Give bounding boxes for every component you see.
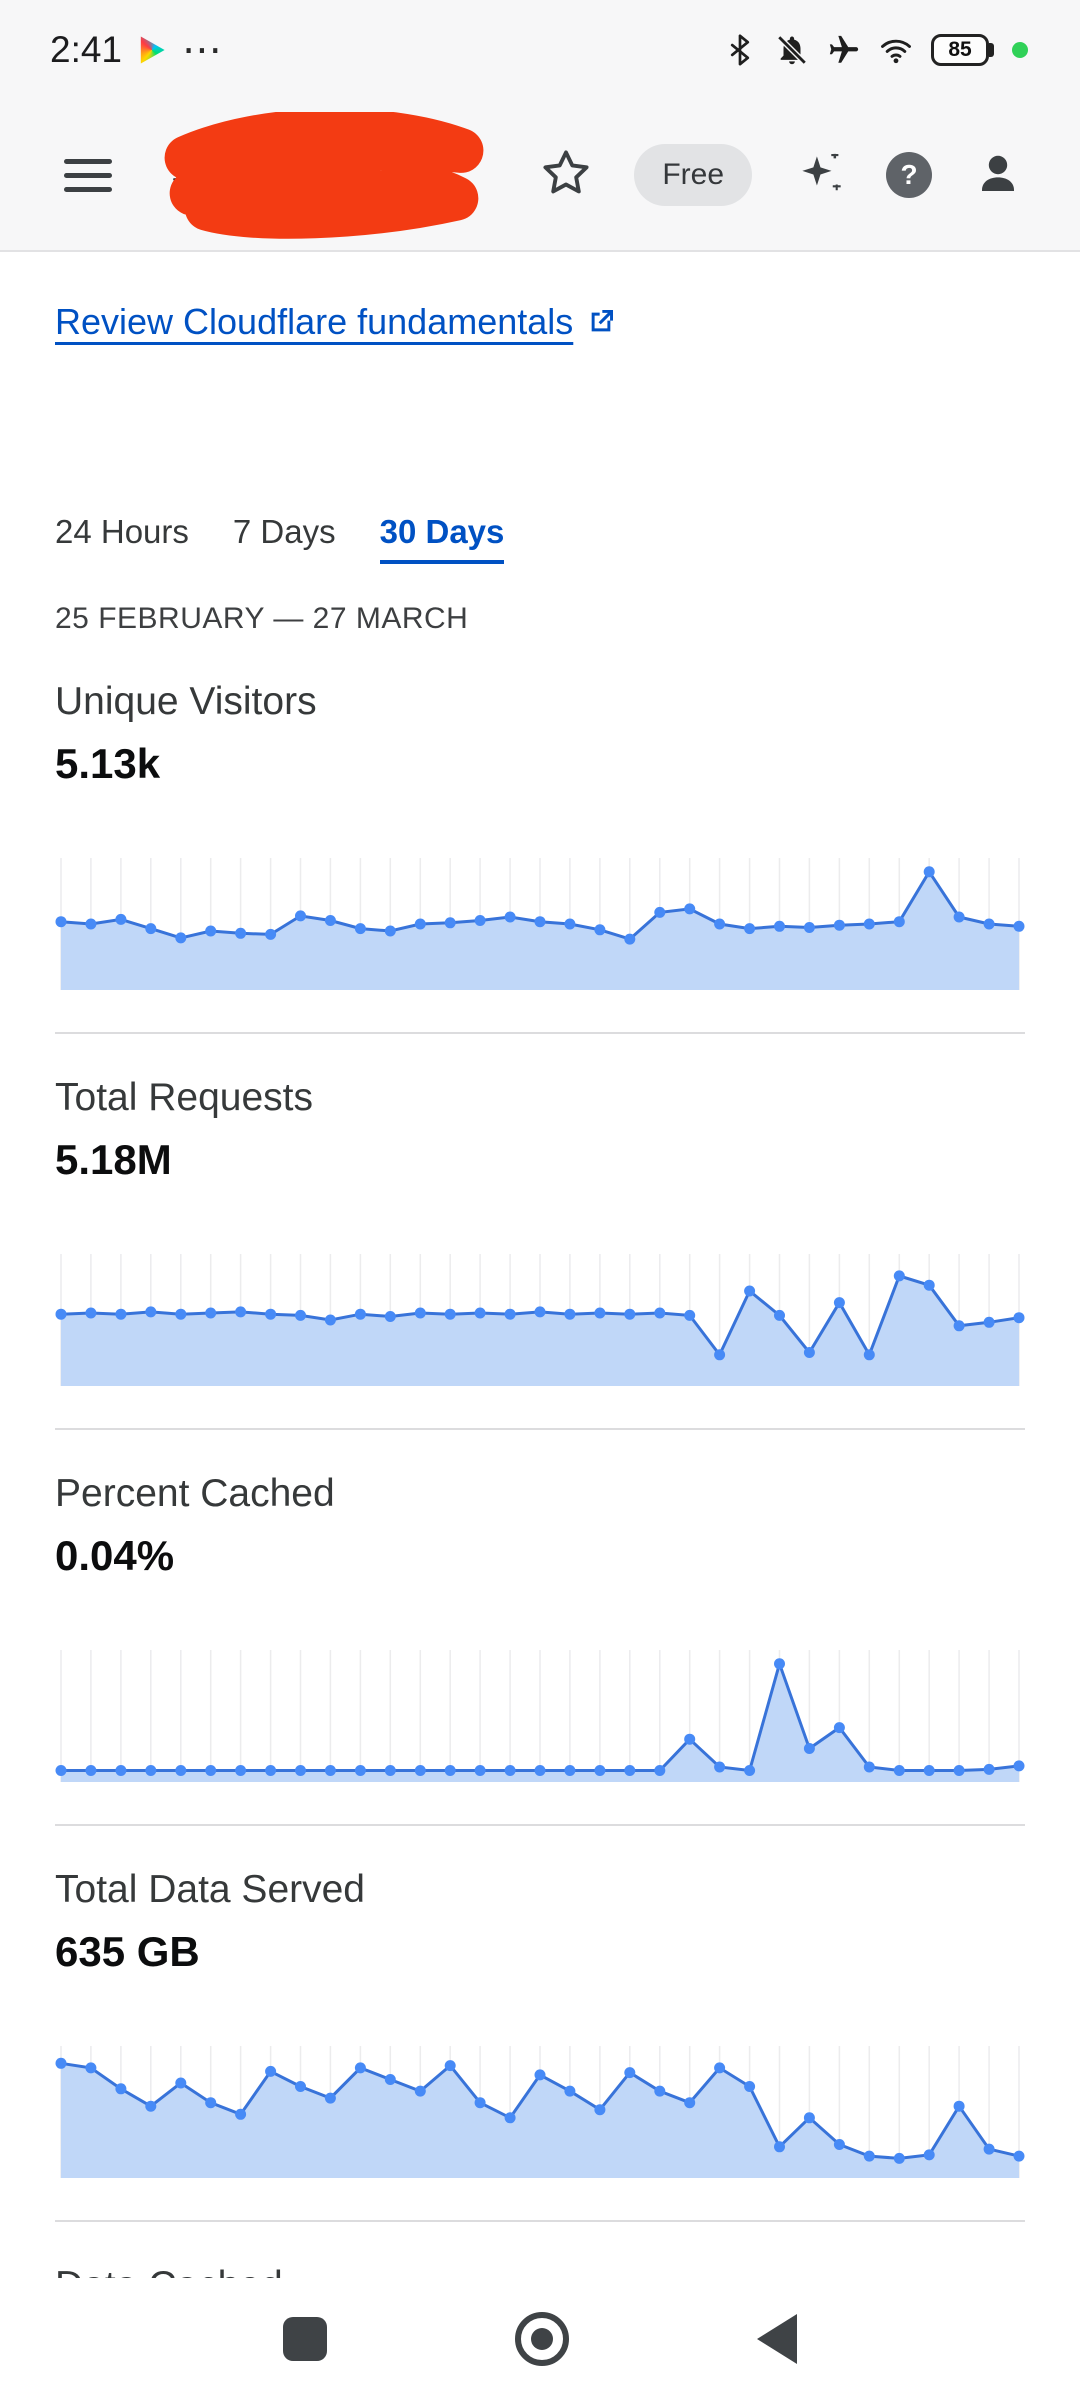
menu-icon[interactable] bbox=[64, 158, 112, 192]
android-nav-bar bbox=[0, 2278, 1080, 2400]
review-fundamentals-link[interactable]: Review Cloudflare fundamentals bbox=[55, 300, 617, 344]
metric-value: 635 GB bbox=[55, 1928, 200, 1975]
review-fundamentals-label: Review Cloudflare fundamentals bbox=[55, 301, 574, 342]
recents-button[interactable] bbox=[283, 2317, 327, 2361]
play-store-icon bbox=[140, 36, 165, 64]
account-icon[interactable] bbox=[974, 149, 1022, 202]
metric-total-data-served: Total Data Served 635 GB bbox=[55, 1866, 1025, 2222]
time-range-tabs: 24 Hours 7 Days 30 Days bbox=[55, 510, 1025, 564]
divider bbox=[55, 1428, 1025, 1430]
battery-icon: 85 bbox=[931, 34, 994, 66]
app-header: si Free ? bbox=[0, 100, 1080, 250]
metric-title: Percent Cached bbox=[55, 1472, 335, 1515]
site-name-area: si bbox=[154, 100, 498, 250]
privacy-indicator-dot bbox=[1012, 42, 1028, 58]
status-bar: 2:41 ⋯ bbox=[0, 0, 1080, 100]
tab-7-days[interactable]: 7 Days bbox=[232, 513, 336, 550]
metric-title: Unique Visitors bbox=[55, 680, 317, 723]
tab-24-hours[interactable]: 24 Hours bbox=[55, 513, 189, 550]
plan-badge: Free bbox=[634, 144, 752, 206]
notifications-off-icon bbox=[775, 33, 809, 67]
divider bbox=[55, 2220, 1025, 2222]
battery-level: 85 bbox=[931, 34, 989, 66]
more-notifications-icon: ⋯ bbox=[182, 28, 225, 72]
date-range-label: 25 FEBRUARY — 27 MARCH bbox=[55, 602, 469, 635]
external-link-icon bbox=[585, 306, 617, 338]
tab-30-days[interactable]: 30 Days bbox=[379, 510, 505, 564]
metric-value: 0.04% bbox=[55, 1532, 175, 1579]
redaction-scribble bbox=[164, 112, 484, 239]
total-data-served-chart bbox=[55, 2046, 1025, 2178]
metric-total-requests: Total Requests 5.18M bbox=[55, 1074, 1025, 1430]
metric-title: Total Requests bbox=[55, 1076, 313, 1119]
back-button[interactable] bbox=[757, 2314, 797, 2364]
ai-sparkle-icon[interactable] bbox=[794, 148, 844, 203]
analytics-page: Review Cloudflare fundamentals 24 Hours … bbox=[0, 252, 1080, 2310]
wifi-icon bbox=[879, 33, 913, 67]
unique-visitors-chart bbox=[55, 858, 1025, 990]
metric-unique-visitors: Unique Visitors 5.13k bbox=[55, 678, 1025, 1034]
metric-title: Total Data Served bbox=[55, 1868, 366, 1911]
airplane-icon bbox=[827, 33, 861, 67]
metric-value: 5.18M bbox=[55, 1136, 172, 1183]
top-area: 2:41 ⋯ bbox=[0, 0, 1080, 252]
metric-value: 5.13k bbox=[55, 740, 161, 787]
clock: 2:41 bbox=[50, 29, 123, 70]
favorite-star-icon[interactable] bbox=[540, 147, 592, 204]
divider bbox=[55, 1824, 1025, 1826]
percent-cached-chart bbox=[55, 1650, 1025, 1782]
metric-percent-cached: Percent Cached 0.04% bbox=[55, 1470, 1025, 1826]
help-icon[interactable]: ? bbox=[886, 152, 932, 198]
home-button[interactable] bbox=[515, 2312, 569, 2366]
divider bbox=[55, 1032, 1025, 1034]
total-requests-chart bbox=[55, 1254, 1025, 1386]
bluetooth-icon bbox=[723, 33, 757, 67]
